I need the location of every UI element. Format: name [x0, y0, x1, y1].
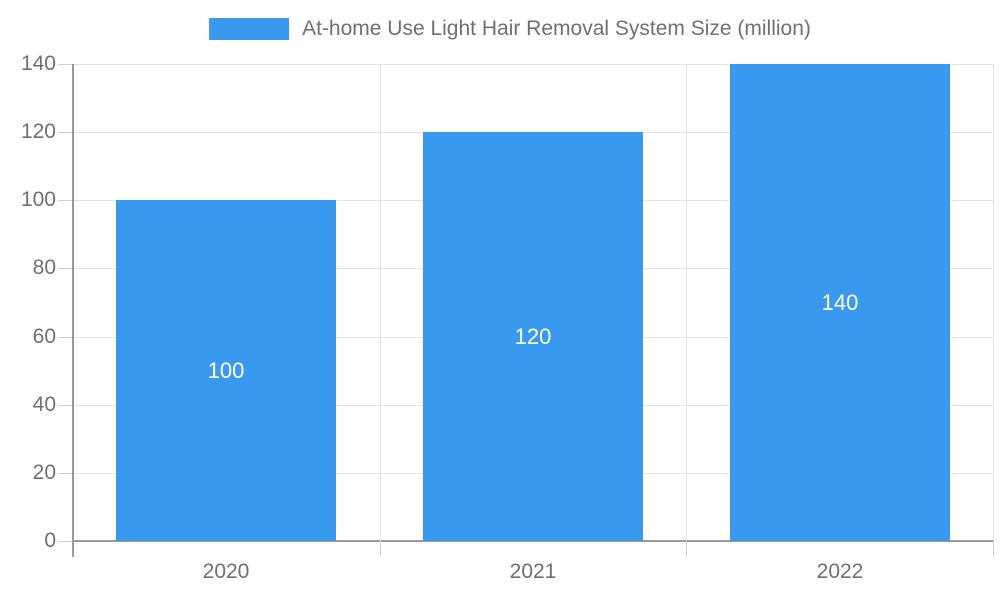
y-tick-mark [58, 405, 73, 406]
y-tick-mark [58, 473, 73, 474]
bar-2021[interactable]: 120 [423, 132, 643, 541]
y-tick-mark [58, 64, 73, 65]
x-tick-mark [993, 541, 994, 557]
y-tick-mark [58, 268, 73, 269]
bar-2020[interactable]: 100 [116, 200, 336, 541]
y-tick-label: 120 [20, 120, 56, 143]
y-tick-label: 20 [32, 461, 56, 484]
y-tick-mark [58, 200, 73, 201]
y-tick-label: 40 [32, 393, 56, 416]
y-tick-label: 60 [32, 325, 56, 348]
legend-item[interactable]: At-home Use Light Hair Removal System Si… [209, 17, 811, 41]
bar-value-label: 140 [821, 289, 859, 315]
x-tick-mark [380, 541, 381, 557]
y-tick-mark [58, 541, 73, 542]
x-gridline [686, 64, 687, 541]
bar-2022[interactable]: 140 [730, 64, 950, 541]
x-tick-label: 2022 [816, 560, 864, 583]
x-tick-label: 2021 [509, 560, 557, 583]
y-axis-line [72, 64, 74, 557]
x-tick-label: 2020 [202, 560, 250, 583]
x-axis-line [73, 540, 993, 542]
y-tick-label: 140 [20, 52, 56, 75]
y-tick-label: 80 [32, 256, 56, 279]
y-tick-mark [58, 132, 73, 133]
bar-value-label: 120 [514, 323, 552, 349]
legend-swatch [209, 18, 290, 40]
x-gridline [993, 64, 994, 541]
legend-label: At-home Use Light Hair Removal System Si… [302, 17, 811, 40]
x-gridline [380, 64, 381, 541]
x-tick-mark [686, 541, 687, 557]
y-tick-mark [58, 337, 73, 338]
y-tick-label: 0 [44, 529, 56, 552]
y-tick-label: 100 [20, 188, 56, 211]
y-gridline [73, 64, 993, 65]
bar-value-label: 100 [207, 357, 245, 383]
